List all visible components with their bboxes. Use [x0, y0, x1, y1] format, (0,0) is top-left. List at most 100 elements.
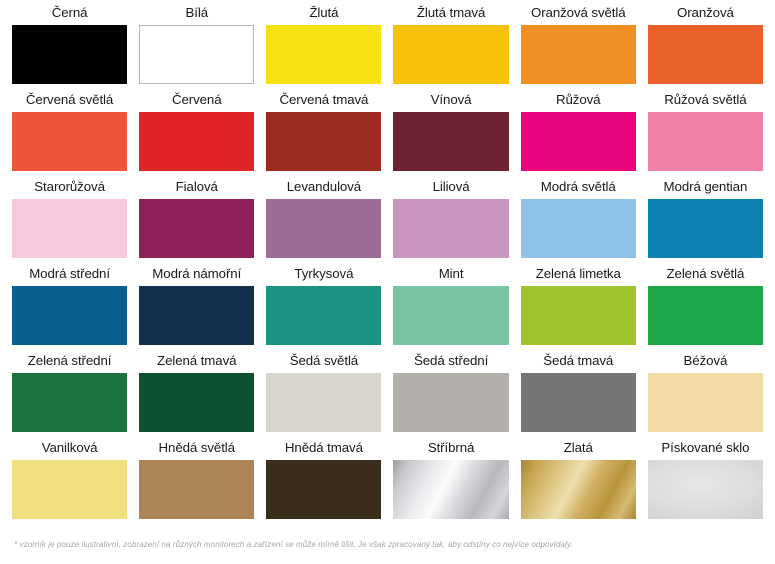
swatch-chip[interactable] — [393, 286, 509, 345]
swatch-cell[interactable]: Levandulová — [260, 176, 387, 263]
swatch-label: Vanilková — [41, 440, 98, 456]
swatch-chip[interactable] — [266, 460, 382, 519]
swatch-cell[interactable]: Oranžová světlá — [515, 2, 642, 89]
swatch-chip[interactable] — [12, 25, 128, 84]
swatch-chip[interactable] — [139, 112, 255, 171]
swatch-cell[interactable]: Béžová — [642, 350, 769, 437]
swatch-label: Zelená tmavá — [157, 353, 237, 369]
swatch-chip[interactable] — [12, 373, 128, 432]
swatch-label: Starorůžová — [34, 179, 105, 195]
swatch-chip[interactable] — [12, 286, 128, 345]
swatch-label: Mint — [438, 266, 464, 282]
swatch-cell[interactable]: Šedá střední — [387, 350, 514, 437]
swatch-label: Zlatá — [563, 440, 593, 456]
swatch-cell[interactable]: Starorůžová — [6, 176, 133, 263]
swatch-chip[interactable] — [647, 373, 763, 432]
swatch-chip[interactable] — [520, 286, 636, 345]
swatch-cell[interactable]: Mint — [387, 263, 514, 350]
swatch-cell[interactable]: Bílá — [133, 2, 260, 89]
swatch-cell[interactable]: Pískované sklo — [642, 437, 769, 524]
swatch-chip[interactable] — [393, 373, 509, 432]
swatch-label: Levandulová — [286, 179, 362, 195]
swatch-label: Červená — [171, 92, 222, 108]
swatch-chip[interactable] — [139, 199, 255, 258]
swatch-label: Vínová — [430, 92, 472, 108]
swatch-cell[interactable]: Zelená tmavá — [133, 350, 260, 437]
swatch-label: Stříbrná — [427, 440, 475, 456]
swatch-chip[interactable] — [139, 25, 255, 84]
swatch-chip[interactable] — [647, 112, 763, 171]
swatch-label: Šedá tmavá — [543, 353, 614, 369]
swatch-label: Žlutá — [309, 5, 339, 21]
swatch-cell[interactable]: Tyrkysová — [260, 263, 387, 350]
swatch-chip[interactable] — [12, 112, 128, 171]
swatch-cell[interactable]: Červená — [133, 89, 260, 176]
swatch-cell[interactable]: Vínová — [387, 89, 514, 176]
swatch-cell[interactable]: Růžová světlá — [642, 89, 769, 176]
swatch-chip[interactable] — [266, 25, 382, 84]
swatch-chip[interactable] — [393, 112, 509, 171]
swatch-label: Zelená světlá — [666, 266, 745, 282]
swatch-chip[interactable] — [266, 373, 382, 432]
swatch-label: Šedá střední — [413, 353, 489, 369]
swatch-label: Liliová — [432, 179, 470, 195]
swatch-chip[interactable] — [139, 373, 255, 432]
swatch-chip[interactable] — [520, 373, 636, 432]
swatch-cell[interactable]: Šedá světlá — [260, 350, 387, 437]
swatch-chip[interactable] — [266, 286, 382, 345]
swatch-chip[interactable] — [647, 286, 763, 345]
swatch-chip[interactable] — [647, 460, 763, 519]
footnote-disclaimer: * vzorník je pouze ilustrativní, zobraze… — [14, 540, 573, 549]
swatch-label: Modrá světlá — [540, 179, 616, 195]
swatch-cell[interactable]: Hnědá tmavá — [260, 437, 387, 524]
swatch-chip[interactable] — [393, 460, 509, 519]
swatch-chip[interactable] — [647, 199, 763, 258]
swatch-cell[interactable]: Šedá tmavá — [515, 350, 642, 437]
swatch-chip[interactable] — [12, 460, 128, 519]
swatch-chip[interactable] — [139, 460, 255, 519]
swatch-label: Růžová — [555, 92, 601, 108]
swatch-chip[interactable] — [139, 286, 255, 345]
swatch-chip[interactable] — [393, 25, 509, 84]
swatch-label: Bílá — [185, 5, 208, 21]
swatch-cell[interactable]: Stříbrná — [387, 437, 514, 524]
swatch-cell[interactable]: Hnědá světlá — [133, 437, 260, 524]
swatch-cell[interactable]: Zelená střední — [6, 350, 133, 437]
swatch-label: Béžová — [683, 353, 728, 369]
swatch-label: Zelená střední — [27, 353, 112, 369]
swatch-chip[interactable] — [647, 25, 763, 84]
swatch-label: Hnědá světlá — [158, 440, 236, 456]
swatch-cell[interactable]: Modrá gentian — [642, 176, 769, 263]
swatch-label: Pískované sklo — [661, 440, 750, 456]
swatch-cell[interactable]: Fialová — [133, 176, 260, 263]
swatch-chip[interactable] — [12, 199, 128, 258]
swatch-chip[interactable] — [266, 112, 382, 171]
swatch-cell[interactable]: Červená světlá — [6, 89, 133, 176]
swatch-label: Šedá světlá — [289, 353, 359, 369]
swatch-cell[interactable]: Oranžová — [642, 2, 769, 89]
swatch-cell[interactable]: Zlatá — [515, 437, 642, 524]
swatch-cell[interactable]: Liliová — [387, 176, 514, 263]
swatch-cell[interactable]: Černá — [6, 2, 133, 89]
swatch-cell[interactable]: Modrá střední — [6, 263, 133, 350]
swatch-label: Růžová světlá — [664, 92, 747, 108]
swatch-cell[interactable]: Zelená limetka — [515, 263, 642, 350]
swatch-label: Černá — [51, 5, 88, 21]
swatch-chip[interactable] — [266, 199, 382, 258]
swatch-cell[interactable]: Žlutá — [260, 2, 387, 89]
swatch-chip[interactable] — [520, 112, 636, 171]
swatch-chip[interactable] — [520, 199, 636, 258]
swatch-cell[interactable]: Modrá světlá — [515, 176, 642, 263]
swatch-cell[interactable]: Modrá námořní — [133, 263, 260, 350]
swatch-cell[interactable]: Růžová — [515, 89, 642, 176]
swatch-label: Modrá námořní — [152, 266, 242, 282]
swatch-cell[interactable]: Vanilková — [6, 437, 133, 524]
swatch-cell[interactable]: Žlutá tmavá — [387, 2, 514, 89]
swatch-chip[interactable] — [393, 199, 509, 258]
swatch-cell[interactable]: Červená tmavá — [260, 89, 387, 176]
swatch-chip[interactable] — [520, 25, 636, 84]
swatch-cell[interactable]: Zelená světlá — [642, 263, 769, 350]
swatch-label: Zelená limetka — [535, 266, 621, 282]
swatch-chip[interactable] — [520, 460, 636, 519]
